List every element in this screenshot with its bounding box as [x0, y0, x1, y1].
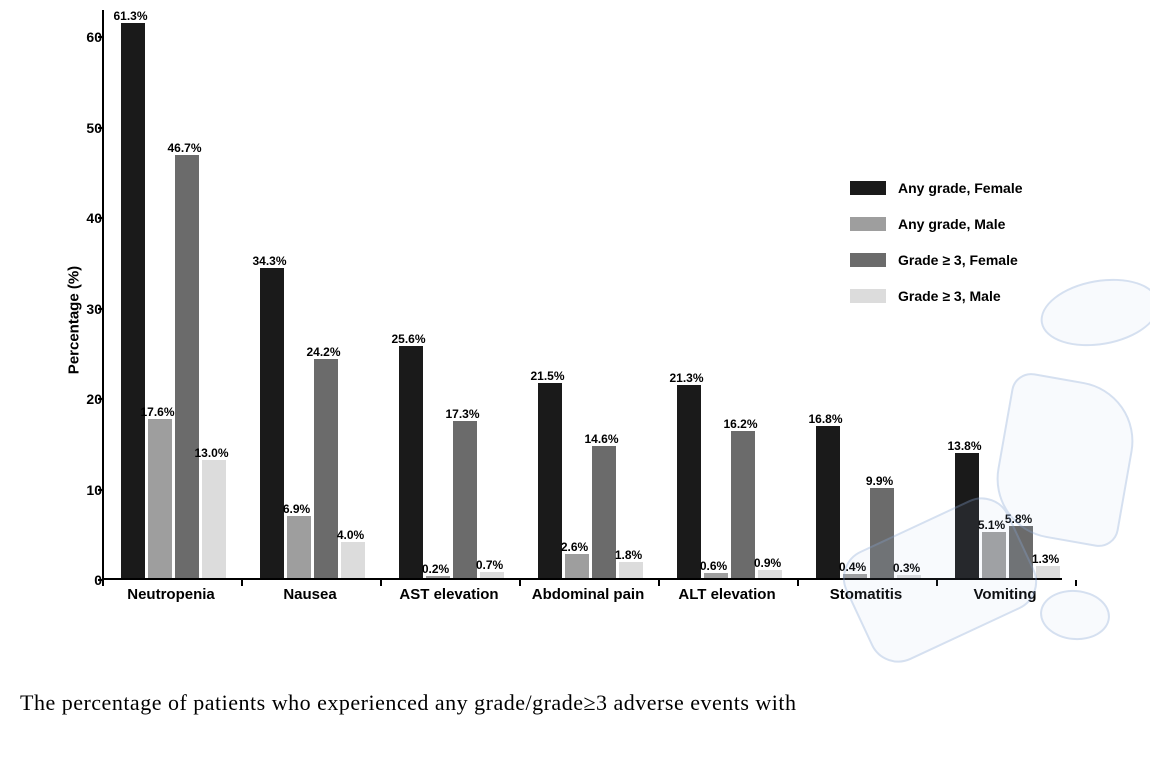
y-axis-label: Percentage (%): [66, 266, 83, 374]
bar: [955, 453, 979, 578]
bar-value-label: 21.3%: [669, 371, 703, 385]
legend-label: Any grade, Female: [898, 180, 1023, 196]
bar-value-label: 14.6%: [584, 432, 618, 446]
bar: [1036, 566, 1060, 578]
bar: [399, 346, 423, 578]
bar: [897, 575, 921, 578]
legend-swatch: [850, 181, 886, 195]
bar-value-label: 5.1%: [978, 518, 1005, 532]
legend-item: Any grade, Female: [850, 180, 1100, 196]
legend-item: Grade ≥ 3, Female: [850, 252, 1100, 268]
bar: [565, 554, 589, 578]
bar: [677, 385, 701, 578]
bar-value-label: 46.7%: [167, 141, 201, 155]
bar-value-label: 34.3%: [252, 254, 286, 268]
bar-value-label: 17.6%: [140, 405, 174, 419]
bar-value-label: 17.3%: [445, 407, 479, 421]
bar-value-label: 5.8%: [1005, 512, 1032, 526]
y-tick-mark: [98, 127, 104, 129]
bar: [816, 426, 840, 578]
legend-swatch: [850, 217, 886, 231]
x-tick-mark: [102, 580, 104, 586]
bar-value-label: 13.0%: [194, 446, 228, 460]
bar: [480, 572, 504, 578]
bar: [982, 532, 1006, 578]
x-tick-mark: [797, 580, 799, 586]
legend-swatch: [850, 253, 886, 267]
bar: [453, 421, 477, 578]
bar: [843, 574, 867, 578]
x-category-label: Abdominal pain: [532, 586, 645, 603]
bar-value-label: 9.9%: [866, 474, 893, 488]
bar-value-label: 25.6%: [391, 332, 425, 346]
y-tick-mark: [98, 489, 104, 491]
x-category-label: Vomiting: [973, 586, 1036, 603]
bar: [148, 419, 172, 578]
legend-label: Grade ≥ 3, Female: [898, 252, 1018, 268]
x-category-label: AST elevation: [399, 586, 498, 603]
bar: [758, 570, 782, 578]
bar: [341, 542, 365, 578]
legend-label: Any grade, Male: [898, 216, 1005, 232]
bar-value-label: 16.8%: [808, 412, 842, 426]
bar: [870, 488, 894, 578]
bar: [1009, 526, 1033, 578]
legend: Any grade, Female Any grade, Male Grade ≥ …: [850, 180, 1100, 324]
bar-value-label: 16.2%: [723, 417, 757, 431]
bar: [426, 576, 450, 578]
x-category-label: Nausea: [283, 586, 336, 603]
bar: [619, 562, 643, 578]
legend-swatch: [850, 289, 886, 303]
legend-item: Any grade, Male: [850, 216, 1100, 232]
x-tick-mark: [1075, 580, 1077, 586]
bar-value-label: 0.3%: [893, 561, 920, 575]
bar-value-label: 21.5%: [530, 369, 564, 383]
bar-value-label: 1.8%: [615, 548, 642, 562]
bar-value-label: 0.6%: [700, 559, 727, 573]
bar-value-label: 2.6%: [561, 540, 588, 554]
bar-value-label: 1.3%: [1032, 552, 1059, 566]
bar: [538, 383, 562, 578]
bar-value-label: 4.0%: [337, 528, 364, 542]
x-tick-mark: [519, 580, 521, 586]
bar: [731, 431, 755, 578]
x-tick-mark: [380, 580, 382, 586]
bar-value-label: 0.2%: [422, 562, 449, 576]
bar: [121, 23, 145, 578]
y-tick-mark: [98, 398, 104, 400]
y-tick-mark: [98, 308, 104, 310]
bar: [704, 573, 728, 578]
bar-value-label: 6.9%: [283, 502, 310, 516]
x-tick-mark: [658, 580, 660, 586]
legend-label: Grade ≥ 3, Male: [898, 288, 1001, 304]
caption-text: The percentage of patients who experienc…: [20, 690, 1130, 716]
bar-value-label: 24.2%: [306, 345, 340, 359]
bar-value-label: 61.3%: [113, 9, 147, 23]
bar-value-label: 0.9%: [754, 556, 781, 570]
bar: [202, 460, 226, 578]
bar: [314, 359, 338, 578]
x-tick-mark: [936, 580, 938, 586]
bar-value-label: 13.8%: [947, 439, 981, 453]
legend-item: Grade ≥ 3, Male: [850, 288, 1100, 304]
bar: [260, 268, 284, 578]
x-category-label: Neutropenia: [127, 586, 215, 603]
y-tick-mark: [98, 36, 104, 38]
bar-value-label: 0.4%: [839, 560, 866, 574]
x-category-label: Stomatitis: [830, 586, 903, 603]
y-tick-mark: [98, 217, 104, 219]
bar: [592, 446, 616, 578]
bar: [175, 155, 199, 578]
bar: [287, 516, 311, 578]
x-tick-mark: [241, 580, 243, 586]
chart-container: Percentage (%) Any grade, FemaleAny grad…: [60, 10, 1130, 630]
x-category-label: ALT elevation: [678, 586, 775, 603]
bar-value-label: 0.7%: [476, 558, 503, 572]
